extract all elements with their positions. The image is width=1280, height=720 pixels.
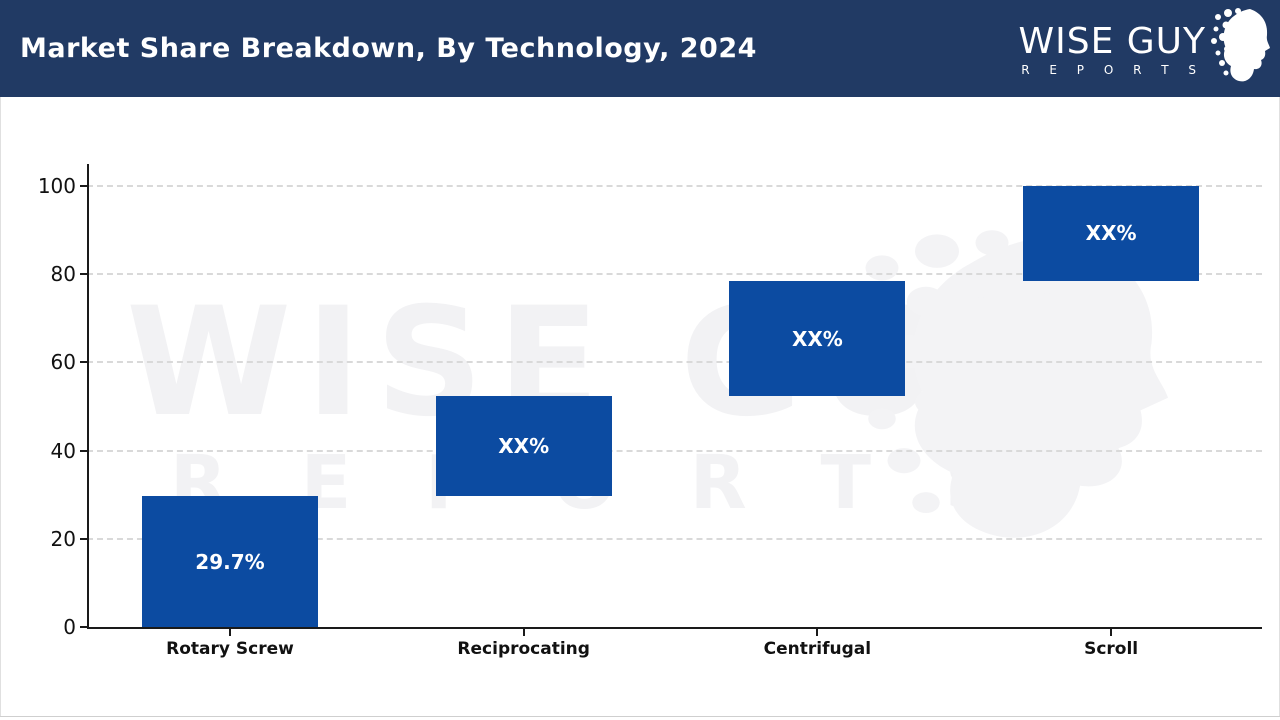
x-tick-rotary-screw bbox=[229, 629, 231, 636]
y-tick-0 bbox=[80, 626, 87, 628]
chart-title: Market Share Breakdown, By Technology, 2… bbox=[20, 33, 757, 64]
x-tick-centrifugal bbox=[816, 629, 819, 636]
wise-guy-logo: WISE GUY R E P O R T S bbox=[1019, 7, 1270, 91]
y-tick-label-40: 40 bbox=[50, 438, 76, 463]
y-axis-spine bbox=[87, 163, 89, 629]
y-tick-label-0: 0 bbox=[63, 615, 76, 639]
bar-reciprocating bbox=[435, 396, 612, 496]
category-label-rotary-screw: Rotary Screw bbox=[166, 639, 294, 659]
y-tick-label-100: 100 bbox=[37, 174, 76, 198]
y-tick-40 bbox=[80, 449, 87, 452]
y-tick-20 bbox=[80, 537, 87, 540]
bar-label-reciprocating: XX% bbox=[498, 434, 550, 459]
bar-label-centrifugal: XX% bbox=[791, 326, 843, 351]
gridline-60 bbox=[87, 361, 1262, 364]
gridline-100 bbox=[87, 185, 1262, 187]
logo-wordmark: WISE GUY bbox=[1018, 20, 1206, 62]
y-tick-label-80: 80 bbox=[50, 262, 76, 287]
canvas-border-bottom bbox=[0, 716, 1280, 717]
x-axis-spine bbox=[87, 627, 1262, 629]
gridline-40 bbox=[87, 449, 1262, 452]
bar-scroll bbox=[1023, 186, 1200, 281]
y-tick-label-60: 60 bbox=[50, 350, 76, 375]
bar-centrifugal bbox=[729, 280, 906, 397]
category-label-centrifugal: Centrifugal bbox=[763, 639, 872, 659]
x-tick-reciprocating bbox=[522, 629, 525, 636]
logo-subtitle: R E P O R T S bbox=[1021, 63, 1204, 78]
header: Market Share Breakdown, By Technology, 2… bbox=[0, 0, 1280, 97]
y-tick-label-20: 20 bbox=[50, 526, 76, 551]
bar-label-scroll: XX% bbox=[1085, 221, 1137, 246]
category-label-scroll: Scroll bbox=[1084, 639, 1139, 659]
gridline-80 bbox=[87, 273, 1262, 276]
gridline-20 bbox=[87, 537, 1262, 540]
bar-rotary-screw bbox=[142, 496, 318, 627]
watermark-face-icon bbox=[843, 230, 1168, 538]
x-tick-scroll bbox=[1110, 629, 1113, 636]
canvas-border-left bbox=[0, 97, 1, 717]
logo-text: WISE GUY R E P O R T S bbox=[1019, 21, 1207, 77]
y-tick-100 bbox=[80, 185, 87, 187]
y-tick-80 bbox=[80, 273, 87, 276]
y-tick-60 bbox=[80, 361, 87, 364]
logo-face-icon bbox=[1211, 8, 1270, 82]
category-label-reciprocating: Reciprocating bbox=[457, 639, 590, 659]
bar-label-rotary-screw: 29.7% bbox=[195, 549, 265, 574]
